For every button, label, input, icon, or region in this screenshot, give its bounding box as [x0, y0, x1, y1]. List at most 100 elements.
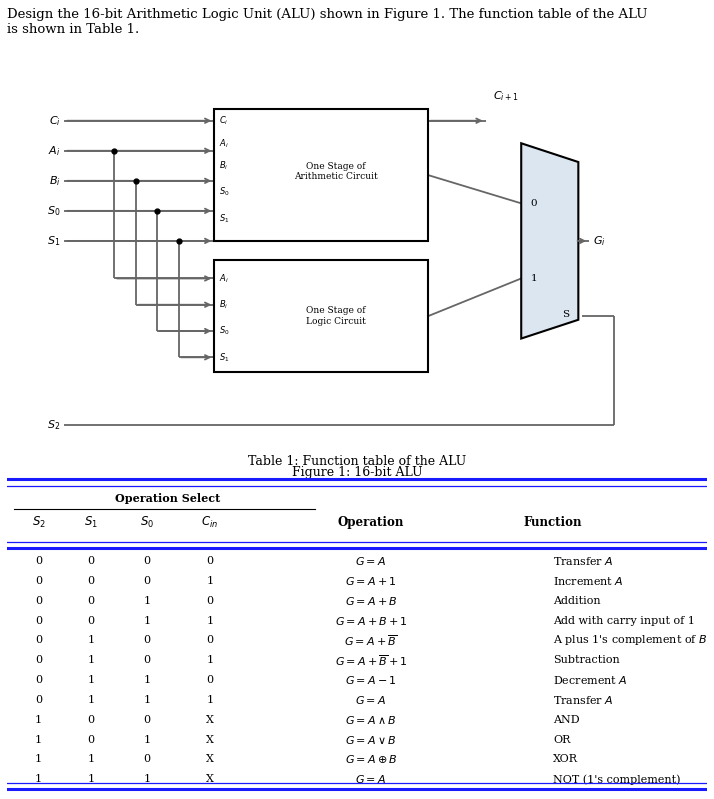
Text: $C_i$: $C_i$ [219, 114, 228, 127]
Text: $G_i$: $G_i$ [593, 234, 605, 248]
Text: 0: 0 [88, 576, 95, 586]
Text: 1: 1 [144, 675, 151, 685]
Text: 0: 0 [88, 596, 95, 606]
Text: $G = A$: $G = A$ [356, 694, 386, 706]
Text: $G = A+1$: $G = A+1$ [346, 575, 397, 587]
Text: 0: 0 [144, 556, 151, 566]
Text: $G = A \oplus B$: $G = A \oplus B$ [345, 753, 397, 765]
Text: $S_1$: $S_1$ [84, 515, 98, 530]
Text: 1: 1 [35, 715, 42, 725]
Text: 0: 0 [35, 615, 42, 626]
Text: 0: 0 [144, 754, 151, 765]
Text: 0: 0 [35, 576, 42, 586]
Text: $G = A+\overline{B}$: $G = A+\overline{B}$ [344, 633, 398, 648]
Text: $C_{i+1}$: $C_{i+1}$ [493, 89, 518, 103]
Text: 0: 0 [206, 675, 213, 685]
Text: 1: 1 [144, 596, 151, 606]
Text: Figure 1: 16-bit ALU: Figure 1: 16-bit ALU [292, 466, 422, 479]
Text: $S_0$: $S_0$ [47, 204, 61, 218]
Text: 0: 0 [144, 576, 151, 586]
Text: $A_i$: $A_i$ [49, 144, 61, 157]
Text: Subtraction: Subtraction [553, 655, 620, 666]
Text: 0: 0 [35, 655, 42, 666]
Text: A plus 1's complement of $B$: A plus 1's complement of $B$ [553, 634, 708, 647]
Text: 0: 0 [88, 615, 95, 626]
Text: $S_0$: $S_0$ [219, 324, 230, 337]
Text: 0: 0 [144, 635, 151, 646]
Text: 0: 0 [35, 635, 42, 646]
Text: Increment $A$: Increment $A$ [553, 575, 624, 587]
Text: 0: 0 [88, 715, 95, 725]
Text: $C_i$: $C_i$ [49, 113, 61, 128]
Text: 1: 1 [88, 675, 95, 685]
Text: 0: 0 [88, 556, 95, 566]
Text: 1: 1 [144, 695, 151, 705]
Text: $G = A$: $G = A$ [356, 773, 386, 785]
Text: XOR: XOR [553, 754, 578, 765]
Text: S: S [562, 310, 569, 319]
Text: One Stage of
Arithmetic Circuit: One Stage of Arithmetic Circuit [293, 161, 378, 181]
Text: 0: 0 [206, 556, 213, 566]
Text: Transfer $A$: Transfer $A$ [553, 555, 613, 567]
Text: 1: 1 [206, 576, 213, 586]
Text: One Stage of
Logic Circuit: One Stage of Logic Circuit [306, 306, 366, 326]
Bar [214, 260, 428, 372]
Text: $B_i$: $B_i$ [219, 299, 228, 311]
Text: 1: 1 [88, 655, 95, 666]
Text: Decrement $A$: Decrement $A$ [553, 674, 628, 686]
Text: 1: 1 [88, 635, 95, 646]
Text: Operation Select: Operation Select [116, 493, 221, 504]
Text: 1: 1 [88, 754, 95, 765]
Text: $S_1$: $S_1$ [219, 351, 230, 364]
Text: 1: 1 [206, 655, 213, 666]
Text: $S_2$: $S_2$ [31, 515, 46, 530]
Text: Operation: Operation [338, 516, 404, 529]
Text: $C_{in}$: $C_{in}$ [201, 515, 218, 530]
Text: Transfer $A$: Transfer $A$ [553, 694, 613, 706]
Text: 1: 1 [35, 734, 42, 745]
Text: $G = A+\overline{B}+1$: $G = A+\overline{B}+1$ [335, 653, 408, 668]
Text: 1: 1 [35, 774, 42, 785]
Text: 0: 0 [144, 715, 151, 725]
Text: 0: 0 [531, 199, 538, 208]
Text: 0: 0 [35, 556, 42, 566]
Text: $G = A-1$: $G = A-1$ [346, 674, 397, 686]
Text: 0: 0 [35, 695, 42, 705]
Text: 0: 0 [35, 675, 42, 685]
Text: X: X [206, 774, 214, 785]
Text: Function: Function [523, 516, 582, 529]
Text: $S_1$: $S_1$ [219, 212, 230, 225]
Text: $B_i$: $B_i$ [49, 174, 61, 188]
Text: $G = A$: $G = A$ [356, 555, 386, 567]
Text: X: X [206, 715, 214, 725]
Text: AND: AND [553, 715, 580, 725]
Text: $G = A+B$: $G = A+B$ [345, 594, 397, 606]
Text: 1: 1 [35, 754, 42, 765]
Text: 1: 1 [144, 774, 151, 785]
Text: $S_2$: $S_2$ [48, 418, 61, 431]
Text: $S_0$: $S_0$ [140, 515, 154, 530]
Text: $S_0$: $S_0$ [219, 186, 230, 198]
Text: 1: 1 [206, 615, 213, 626]
Text: $G = A \wedge B$: $G = A \wedge B$ [346, 714, 397, 725]
Text: 0: 0 [88, 734, 95, 745]
Text: 1: 1 [531, 274, 538, 283]
Text: 0: 0 [206, 635, 213, 646]
Text: $B_i$: $B_i$ [219, 160, 228, 172]
Text: 0: 0 [144, 655, 151, 666]
Text: 1: 1 [144, 734, 151, 745]
Text: $A_i$: $A_i$ [219, 272, 229, 284]
Text: $G = A \vee B$: $G = A \vee B$ [346, 733, 397, 745]
Text: 1: 1 [88, 774, 95, 785]
Text: $G = A+B+1$: $G = A+B+1$ [335, 614, 408, 626]
Text: Add with carry input of 1: Add with carry input of 1 [553, 615, 695, 626]
Text: $S_1$: $S_1$ [47, 234, 61, 248]
Text: 1: 1 [206, 695, 213, 705]
Bar [214, 109, 428, 241]
Text: X: X [206, 754, 214, 765]
Text: 0: 0 [206, 596, 213, 606]
Text: OR: OR [553, 734, 570, 745]
Text: Addition: Addition [553, 596, 600, 606]
Text: $A_i$: $A_i$ [219, 137, 229, 149]
Text: NOT (1's complement): NOT (1's complement) [553, 774, 680, 785]
